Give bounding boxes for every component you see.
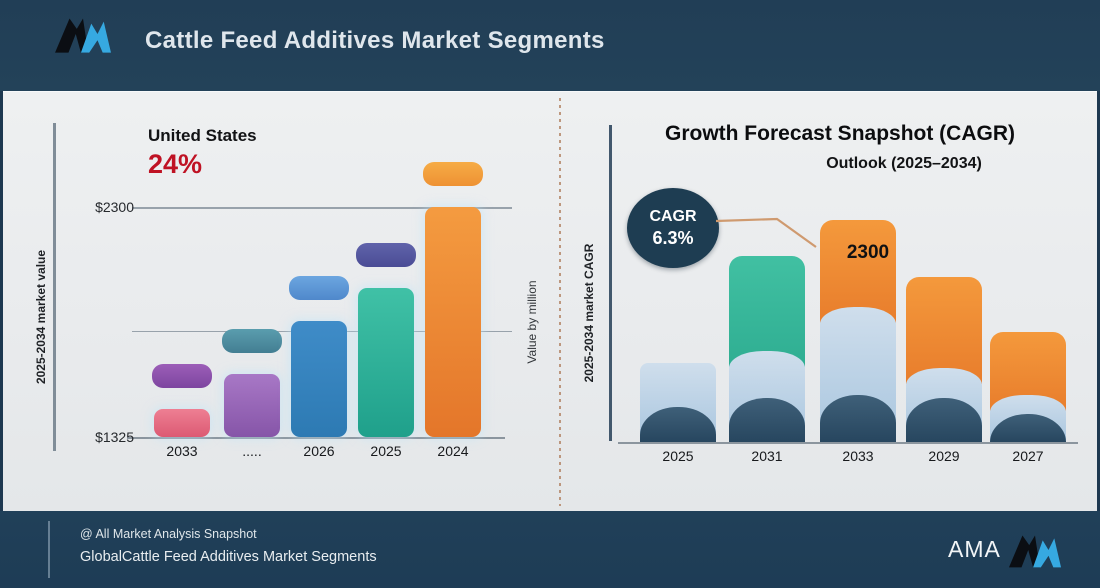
right-chart-subtitle: Outlook (2025–2034) — [826, 155, 982, 172]
left-y-axis — [53, 123, 56, 451]
right-x-axis — [618, 442, 1078, 444]
right-y-axis-label: 2025-2034 market CAGR — [582, 243, 596, 383]
footer-divider — [48, 521, 50, 578]
cagr-badge-label: CAGR — [649, 207, 697, 225]
right-y-axis — [609, 125, 612, 441]
ama-logo-icon — [55, 18, 111, 53]
cagr-badge-value: 6.3% — [652, 227, 694, 248]
left-x-axis — [127, 437, 505, 439]
highlight-percent: 24% — [148, 149, 203, 179]
ama-logo-icon — [1008, 535, 1062, 568]
right-chart-title: Growth Forecast Snapshot (CAGR) — [664, 122, 1016, 145]
header: Cattle Feed Additives Market Segments — [0, 0, 1100, 91]
left-y-axis-label: 2025-2034 market value — [34, 249, 48, 385]
footer: @ All Market Analysis Snapshot GlobalCat… — [0, 511, 1100, 588]
page-title: Cattle Feed Additives Market Segments — [145, 27, 605, 54]
footer-report-title: GlobalCattle Feed Additives Market Segme… — [80, 549, 377, 565]
left-secondary-axis-label: Value by million — [525, 280, 539, 364]
panel-divider — [559, 98, 561, 506]
footer-note: @ All Market Analysis Snapshot — [80, 527, 257, 541]
cagr-badge: CAGR 6.3% — [627, 188, 719, 268]
region-label: United States — [148, 126, 257, 145]
footer-brand-text: AMA — [948, 536, 1001, 562]
